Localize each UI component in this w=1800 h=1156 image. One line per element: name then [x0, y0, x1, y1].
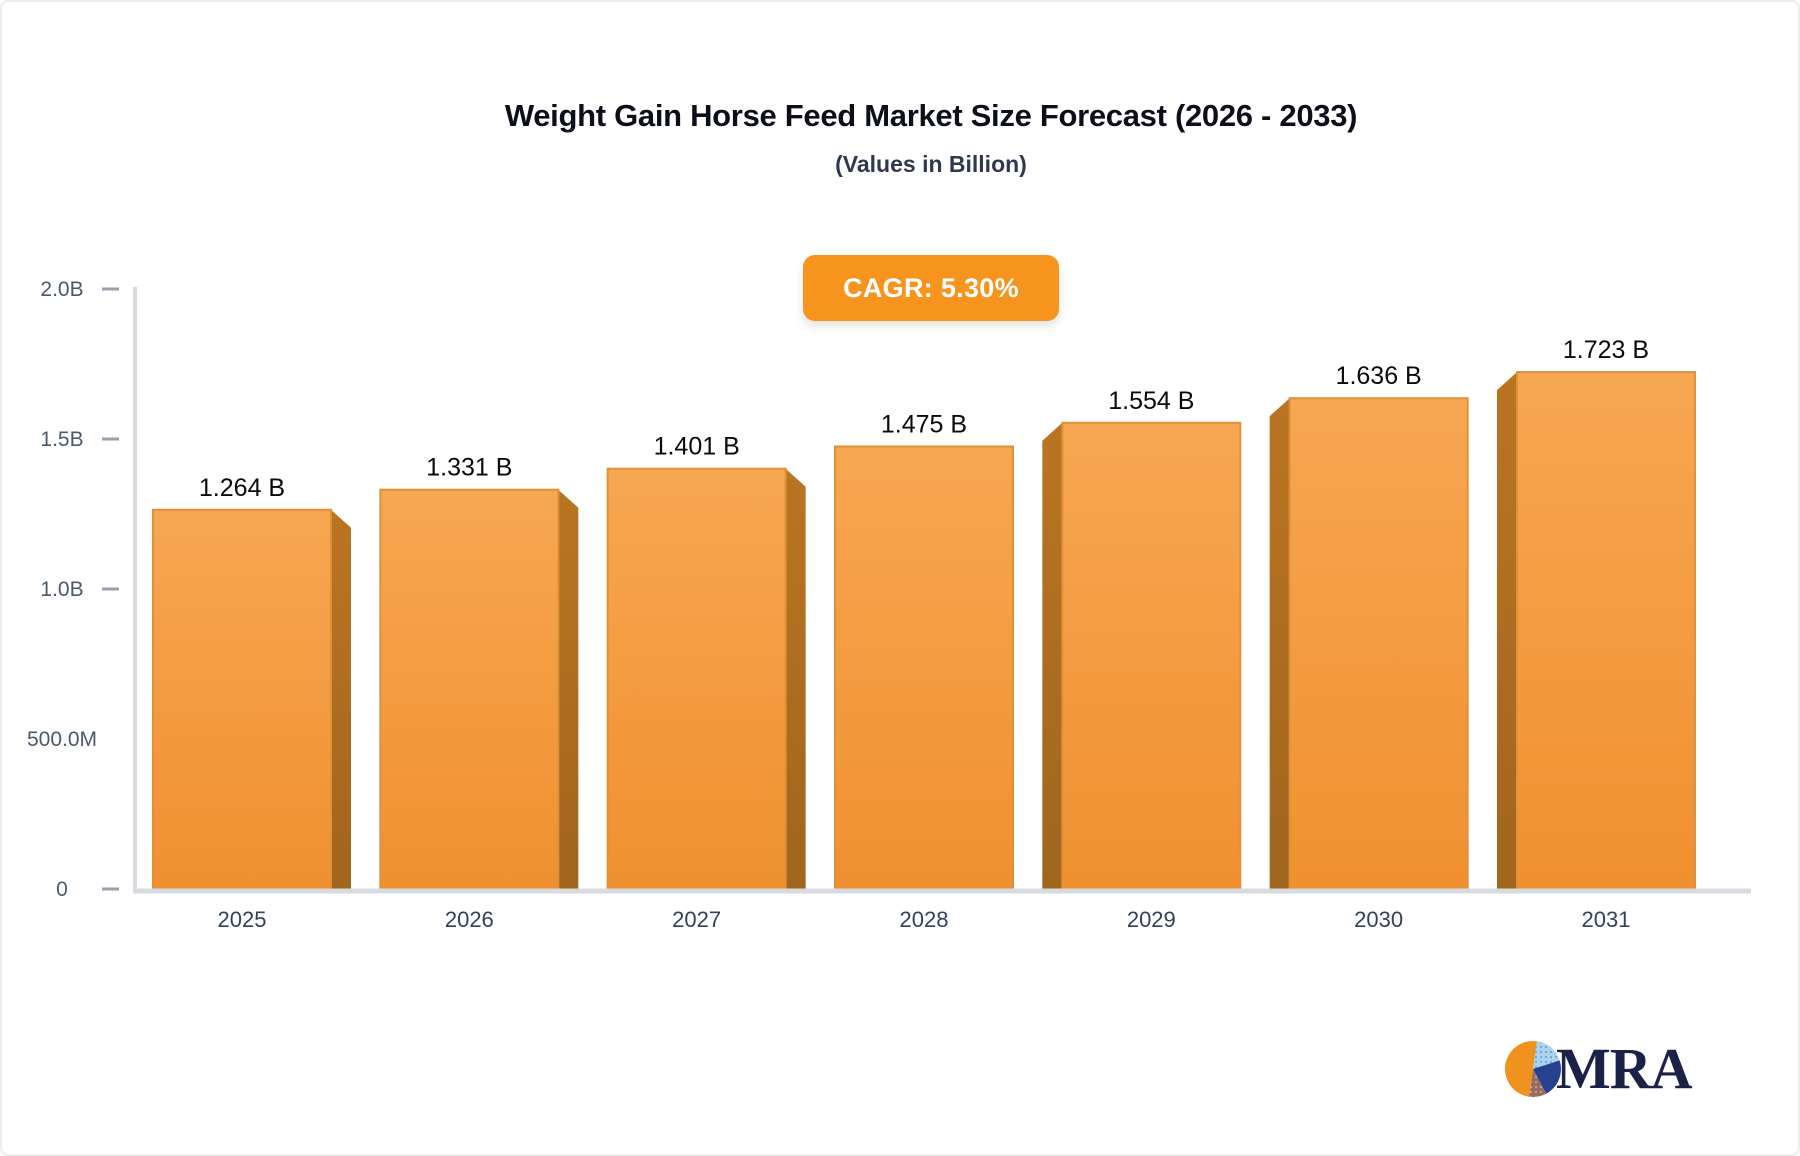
bar-side-face	[1496, 372, 1517, 890]
y-tick-label: 0	[56, 878, 68, 901]
brand-name: MRA	[1556, 1036, 1693, 1101]
bar-side-face	[1269, 398, 1290, 889]
pie-segment-navy	[1533, 1060, 1561, 1094]
bar-2025[interactable]	[152, 508, 332, 890]
x-axis-label: 2027	[672, 907, 721, 932]
bar-side-face	[558, 489, 579, 889]
pie-segment-brown-dotted	[1529, 1069, 1547, 1097]
bar-2028[interactable]	[833, 445, 1014, 890]
bar-2030[interactable]	[1288, 397, 1469, 890]
bar-value-label: 1.636 B	[1336, 362, 1422, 390]
x-axis-label: 2026	[445, 907, 494, 932]
bar-side-face	[1042, 422, 1063, 889]
bar-2027[interactable]	[606, 467, 787, 890]
y-tick-label: 500.0M	[27, 728, 97, 751]
bar-2031[interactable]	[1515, 371, 1696, 891]
bar-value-label: 1.401 B	[654, 433, 740, 461]
bar-side-face	[785, 468, 806, 889]
y-tick-label: 1.5B	[40, 428, 83, 451]
cagr-badge: CAGR: 5.30%	[803, 255, 1059, 321]
pie-segment-lightblue-dotted	[1533, 1041, 1560, 1069]
brand-logo: MRA	[1504, 1036, 1693, 1101]
x-axis-label: 2029	[1127, 907, 1176, 932]
chart-title: Weight Gain Horse Feed Market Size Forec…	[504, 98, 1358, 133]
bar-2026[interactable]	[379, 488, 560, 890]
bar-2029[interactable]	[1061, 421, 1242, 890]
x-axis-label: 2028	[900, 907, 949, 932]
y-tick-label: 1.0B	[40, 578, 83, 601]
bar-value-label: 1.264 B	[199, 474, 285, 502]
x-axis-label: 2025	[218, 907, 267, 932]
x-axis-label: 2031	[1582, 907, 1631, 932]
pie-logo-icon	[1505, 1041, 1561, 1097]
bar-value-label: 1.475 B	[881, 411, 967, 439]
bar-side-face	[331, 509, 351, 889]
bar-value-label: 1.331 B	[426, 454, 512, 482]
bar-value-label: 1.723 B	[1563, 336, 1649, 364]
chart-subtitle: (Values in Billion)	[835, 151, 1027, 177]
x-axis-label: 2030	[1354, 907, 1403, 932]
y-tick-label: 2.0B	[40, 278, 83, 301]
bar-value-label: 1.554 B	[1108, 387, 1194, 415]
pie-segment-orange	[1505, 1041, 1537, 1097]
